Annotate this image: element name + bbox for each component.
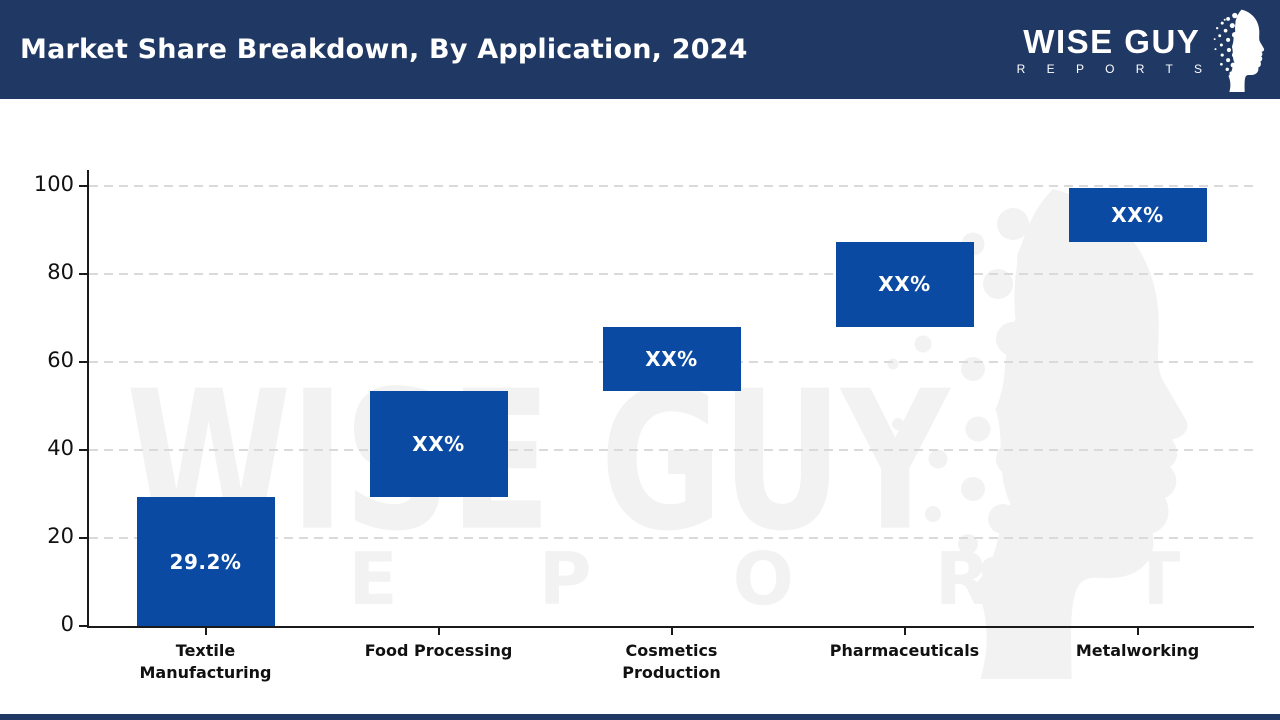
- x-tick-mark: [437, 626, 440, 635]
- x-category-label-line: Metalworking: [1075, 641, 1200, 660]
- logo-subtext: R E P O R T S: [1016, 61, 1211, 76]
- logo: WISE GUY R E P O R T S: [1013, 8, 1266, 92]
- bar-value-label: XX%: [1111, 202, 1164, 227]
- logo-face-icon: [1213, 9, 1265, 92]
- y-tick-mark: [79, 272, 88, 275]
- bar: XX%: [1068, 187, 1207, 243]
- y-tick-label: 60: [47, 347, 74, 372]
- plot: 29.2% XX% XX% XX% XX%: [87, 170, 1254, 635]
- page-title: Market Share Breakdown, By Application, …: [20, 34, 748, 65]
- x-category-label-line: Cosmetics: [625, 641, 718, 660]
- y-tick-label: 40: [47, 435, 74, 460]
- y-tick-label: 20: [47, 523, 74, 548]
- x-tick-mark: [903, 626, 906, 635]
- x-category-label-line: Manufacturing: [139, 662, 272, 682]
- x-category-label-line: Pharmaceuticals: [829, 641, 980, 660]
- bar-value-label: XX%: [878, 272, 931, 297]
- bar: XX%: [369, 390, 508, 498]
- y-tick-mark: [79, 536, 88, 539]
- x-category-label: Food Processing: [322, 640, 555, 662]
- x-tick-mark: [1136, 626, 1139, 635]
- y-axis-line: [87, 170, 89, 628]
- gridline: [89, 184, 1254, 187]
- x-tick-mark: [204, 626, 207, 635]
- gridline: [89, 536, 1254, 539]
- x-category-label-line: Food Processing: [364, 641, 513, 660]
- y-tick-label: 100: [33, 171, 74, 196]
- bar: XX%: [835, 242, 974, 327]
- header: Market Share Breakdown, By Application, …: [0, 0, 1280, 99]
- footer-bar: [0, 714, 1280, 720]
- logo-text: WISE GUY R E P O R T S: [1013, 25, 1211, 75]
- bar: XX%: [602, 326, 741, 391]
- bar: 29.2%: [136, 497, 275, 626]
- y-tick-mark: [79, 625, 88, 627]
- y-tick-label: 80: [47, 259, 74, 284]
- bar-value-label: XX%: [645, 346, 698, 371]
- chart-area: WISE GUY R E P O R T S 29.2%XX%XX%XX%XX%…: [0, 99, 1280, 714]
- x-category-label: Textile Manufacturing: [89, 640, 322, 683]
- y-tick-label: 0: [60, 612, 74, 636]
- x-category-label: Pharmaceuticals: [788, 640, 1021, 662]
- x-tick-mark: [670, 626, 673, 635]
- gridline: [89, 448, 1254, 451]
- x-category-label: Metalworking: [1021, 640, 1254, 662]
- y-tick-mark: [79, 360, 88, 363]
- gridline: [89, 272, 1254, 275]
- bar-value-label: XX%: [412, 432, 465, 457]
- x-category-label-line: Textile: [175, 641, 236, 660]
- x-category-label-line: Production: [622, 662, 721, 682]
- bar-value-label: 29.2%: [169, 549, 242, 574]
- x-category-label: Cosmetics Production: [555, 640, 788, 683]
- y-tick-mark: [79, 448, 88, 451]
- y-tick-mark: [79, 184, 88, 187]
- logo-wordmark: WISE GUY: [1023, 22, 1201, 60]
